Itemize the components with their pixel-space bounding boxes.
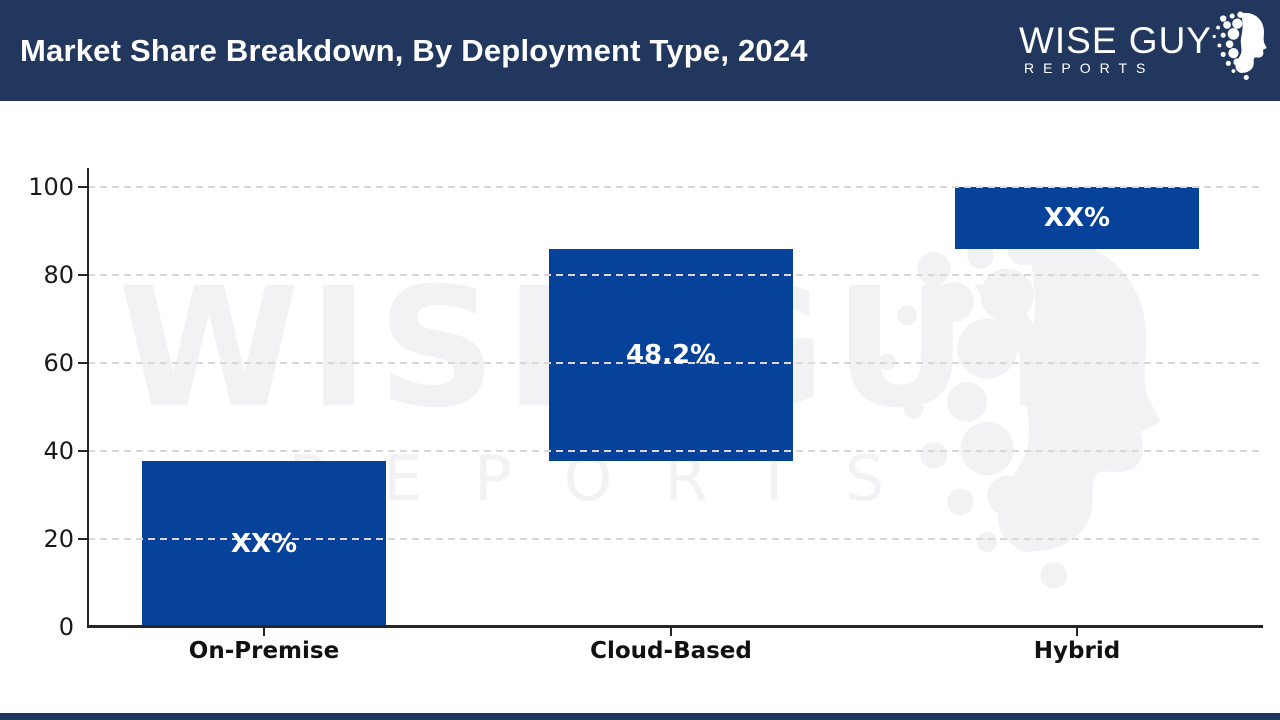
watermark-head-icon <box>828 222 1173 622</box>
y-tick-mark-60 <box>78 362 87 364</box>
header: Market Share Breakdown, By Deployment Ty… <box>0 0 1280 101</box>
logo-subtext: REPORTS <box>1023 60 1155 77</box>
y-tick-mark-40 <box>78 450 87 452</box>
logo-wordmark: WISE GUY <box>1018 19 1212 61</box>
wise-guy-logo: WISE GUY REPORTS <box>1019 8 1268 88</box>
y-tick-mark-80 <box>78 274 87 276</box>
bar-value-label-hybrid: XX% <box>1043 203 1111 234</box>
x-tick-mark-cloud-based <box>670 628 672 636</box>
bar-value-label-cloud-based: 48.2% <box>625 340 717 371</box>
x-tick-mark-on-premise <box>263 628 265 636</box>
x-category-label-on-premise: On-Premise <box>188 638 340 664</box>
y-tick-mark-100 <box>78 186 87 188</box>
logo-wordmark-block: WISE GUY REPORTS <box>1018 19 1212 77</box>
gridline-40 <box>88 450 1262 452</box>
y-tick-label-20: 20 <box>43 525 74 553</box>
footer-strip <box>0 713 1280 720</box>
y-tick-label-0: 0 <box>58 613 74 641</box>
y-tick-mark-20 <box>78 538 87 540</box>
x-category-label-hybrid: Hybrid <box>1033 638 1121 664</box>
y-tick-label-60: 60 <box>43 349 74 377</box>
y-tick-label-100: 100 <box>28 173 74 201</box>
logo-head-icon <box>1204 8 1268 88</box>
bar-on-premise <box>142 461 386 627</box>
gridline-80 <box>88 274 1262 276</box>
bar-value-label-on-premise: XX% <box>230 529 298 560</box>
x-category-label-cloud-based: Cloud-Based <box>590 638 752 664</box>
y-tick-label-80: 80 <box>43 261 74 289</box>
x-axis-line <box>87 625 1263 628</box>
chart-title: Market Share Breakdown, By Deployment Ty… <box>20 32 808 68</box>
gridline-100 <box>88 186 1262 188</box>
gridline-20 <box>88 538 1262 540</box>
gridline-60 <box>88 362 1262 364</box>
y-tick-label-40: 40 <box>43 437 74 465</box>
x-tick-mark-hybrid <box>1076 628 1078 636</box>
bar-cloud-based <box>549 249 793 462</box>
y-axis-line <box>87 168 89 628</box>
